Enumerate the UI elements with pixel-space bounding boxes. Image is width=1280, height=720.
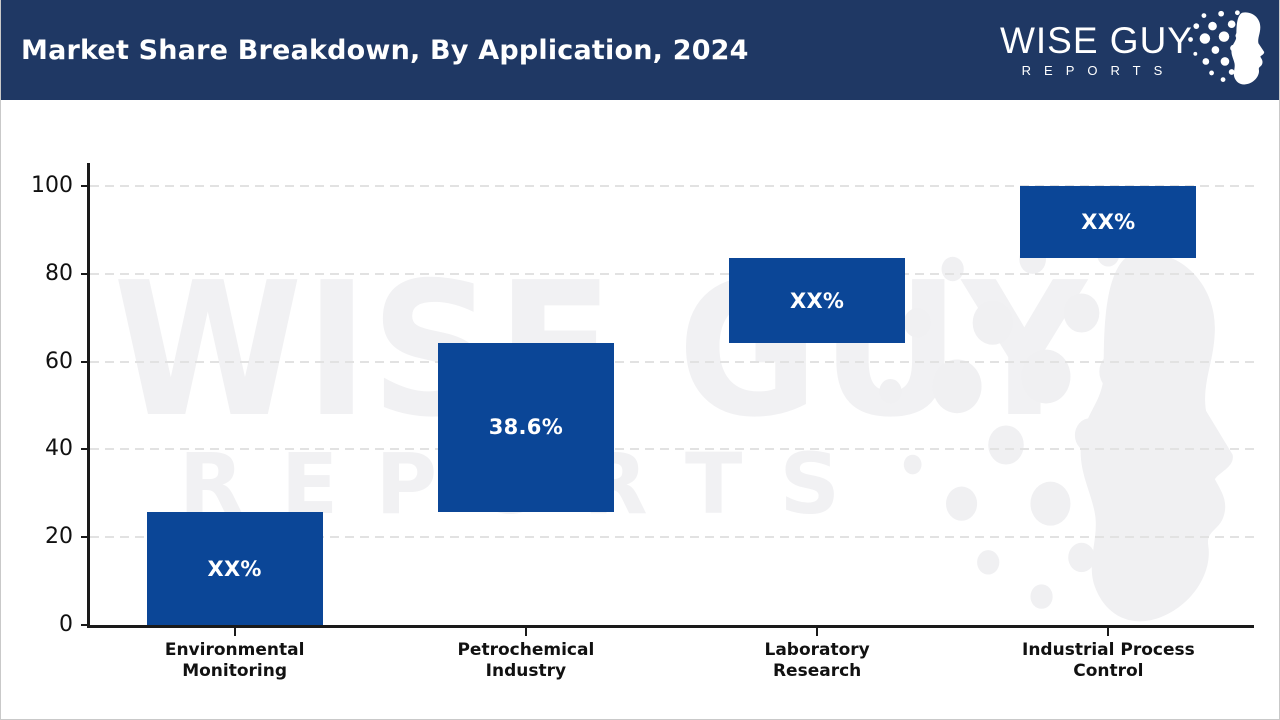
x-category-label-industrial-process-control: Industrial Process Control: [1022, 640, 1195, 681]
y-tick-label-80: 80: [45, 260, 73, 286]
y-tick-40: [81, 448, 89, 451]
y-tick-label-0: 0: [59, 612, 73, 637]
x-tick-petrochemical-industry: [524, 628, 527, 636]
x-axis-line: [87, 625, 1254, 628]
y-tick-60: [81, 360, 89, 363]
bar-petrochemical-industry: 38.6%: [437, 342, 614, 513]
x-tick-laboratory-research: [816, 628, 819, 636]
y-axis-line: [87, 163, 90, 628]
bar-laboratory-research: XX%: [729, 258, 906, 343]
wiseguy-head-icon: [1181, 7, 1267, 93]
y-tick-80: [81, 272, 89, 275]
bar-value-label-environmental-monitoring: XX%: [207, 556, 262, 581]
y-tick-0: [81, 624, 89, 626]
bar-value-label-petrochemical-industry: 38.6%: [488, 415, 564, 440]
gridline-80: [90, 272, 1254, 275]
y-tick-20: [81, 536, 89, 539]
waterfall-chart: 0 20 40 60 80 100 XX% Environmental Monitoring 38…: [1, 100, 1279, 718]
y-tick-label-60: 60: [45, 348, 73, 374]
x-category-label-environmental-monitoring: Environmental Monitoring: [164, 640, 305, 681]
bar-industrial-process-control: XX%: [1020, 186, 1197, 259]
x-category-label-laboratory-research: Laboratory Research: [764, 640, 870, 681]
gridline-60: [90, 360, 1254, 363]
x-tick-environmental-monitoring: [233, 628, 236, 636]
y-tick-100: [81, 185, 89, 187]
bar-value-label-laboratory-research: XX%: [789, 288, 845, 313]
gridline-100: [90, 185, 1254, 187]
y-tick-label-40: 40: [45, 436, 73, 462]
bar-environmental-monitoring: XX%: [146, 512, 323, 625]
y-tick-label-100: 100: [31, 173, 73, 198]
gridline-40: [90, 448, 1254, 451]
gridline-20: [90, 536, 1254, 539]
x-tick-industrial-process-control: [1107, 628, 1110, 636]
page-title: Market Share Breakdown, By Application, …: [21, 34, 749, 66]
x-category-label-petrochemical-industry: Petrochemical Industry: [457, 640, 595, 681]
header: Market Share Breakdown, By Application, …: [1, 0, 1279, 100]
logo-subtitle: REPORTS: [1021, 63, 1176, 78]
brand-logo: WISE GUY REPORTS: [1000, 7, 1267, 93]
logo-wordmark: WISE GUY: [999, 20, 1193, 61]
y-tick-label-20: 20: [45, 524, 73, 550]
bar-value-label-industrial-process-control: XX%: [1081, 210, 1136, 235]
chart-region: WISE GUY R E P O R T S 020406080100XX%En…: [1, 100, 1279, 718]
